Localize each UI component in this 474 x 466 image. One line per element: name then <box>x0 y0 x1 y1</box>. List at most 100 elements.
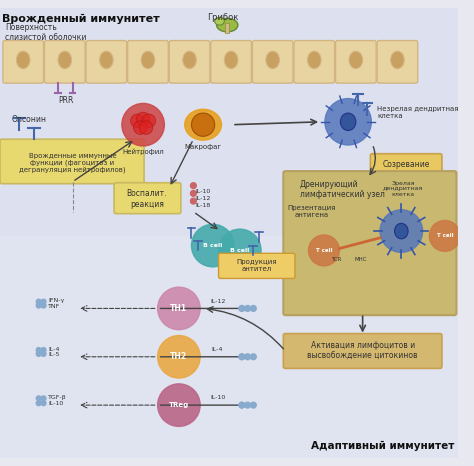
Text: Воспалит.
реакция: Воспалит. реакция <box>127 190 167 209</box>
Circle shape <box>41 396 46 401</box>
Text: IL-4
IL-5: IL-4 IL-5 <box>48 347 60 357</box>
Text: Незрелая дендритная
клетка: Незрелая дендритная клетка <box>377 106 459 119</box>
FancyBboxPatch shape <box>3 41 44 83</box>
Circle shape <box>191 113 215 136</box>
FancyBboxPatch shape <box>0 236 458 459</box>
Circle shape <box>250 306 256 311</box>
FancyBboxPatch shape <box>283 171 456 315</box>
Ellipse shape <box>185 109 221 140</box>
Text: T cell: T cell <box>316 248 332 253</box>
FancyBboxPatch shape <box>252 41 293 83</box>
Circle shape <box>41 299 46 304</box>
Text: IL-12: IL-12 <box>210 299 225 303</box>
Ellipse shape <box>215 17 224 25</box>
Circle shape <box>158 336 200 378</box>
Ellipse shape <box>308 51 321 69</box>
Circle shape <box>219 229 261 272</box>
Ellipse shape <box>17 51 30 69</box>
FancyBboxPatch shape <box>336 41 376 83</box>
Circle shape <box>309 235 339 266</box>
Circle shape <box>36 299 41 304</box>
Text: TCR: TCR <box>331 257 342 262</box>
Circle shape <box>41 401 46 405</box>
FancyBboxPatch shape <box>211 41 251 83</box>
Ellipse shape <box>183 51 196 69</box>
FancyBboxPatch shape <box>219 254 295 279</box>
FancyBboxPatch shape <box>114 183 181 213</box>
Text: IFN-γ
TNF: IFN-γ TNF <box>48 298 64 309</box>
Circle shape <box>429 220 460 251</box>
Circle shape <box>191 224 234 267</box>
Circle shape <box>122 103 164 146</box>
Ellipse shape <box>391 51 404 69</box>
Text: Продукция
антител: Продукция антител <box>236 260 276 273</box>
Text: T cell: T cell <box>437 233 453 239</box>
Text: Презентация
антигена: Презентация антигена <box>287 205 336 218</box>
Circle shape <box>325 99 371 145</box>
Circle shape <box>239 354 245 360</box>
Text: TH2: TH2 <box>170 352 187 361</box>
Circle shape <box>239 306 245 311</box>
Ellipse shape <box>141 51 155 69</box>
Text: Зрелая
дендритная
клетка: Зрелая дендритная клетка <box>383 181 423 197</box>
Text: Активация лимфоцитов и
высвобождение цитокинов: Активация лимфоцитов и высвобождение цит… <box>307 341 418 361</box>
Circle shape <box>191 191 196 196</box>
Circle shape <box>36 396 41 401</box>
Text: Макрофаг: Макрофаг <box>184 144 222 150</box>
FancyBboxPatch shape <box>294 41 335 83</box>
Text: Нейтрофил: Нейтрофил <box>122 149 164 155</box>
Text: Адаптивный иммунитет: Адаптивный иммунитет <box>311 440 455 451</box>
Circle shape <box>36 351 41 356</box>
Circle shape <box>158 384 200 426</box>
Text: Созревание: Созревание <box>383 160 430 169</box>
Text: Опсонин: Опсонин <box>11 115 46 124</box>
Circle shape <box>41 348 46 352</box>
FancyBboxPatch shape <box>377 41 418 83</box>
Text: Дренирующий
лимфатический узел: Дренирующий лимфатический узел <box>300 180 384 199</box>
Ellipse shape <box>217 18 238 32</box>
Text: IL-10
IL-12
IL-18: IL-10 IL-12 IL-18 <box>195 190 211 208</box>
Circle shape <box>158 287 200 330</box>
Circle shape <box>41 351 46 356</box>
Circle shape <box>239 402 245 408</box>
FancyBboxPatch shape <box>45 41 85 83</box>
Text: Врожденный иммунитет: Врожденный иммунитет <box>2 14 160 24</box>
FancyBboxPatch shape <box>370 154 442 175</box>
Ellipse shape <box>394 223 408 239</box>
Circle shape <box>250 402 256 408</box>
Circle shape <box>41 303 46 308</box>
FancyBboxPatch shape <box>169 41 210 83</box>
Text: IL-4: IL-4 <box>212 347 223 352</box>
Circle shape <box>36 401 41 405</box>
Ellipse shape <box>100 51 113 69</box>
Text: B cell: B cell <box>230 248 249 253</box>
Text: Врожденные иммунные
функции (фагоцитоз и
дегрануляция нейтрофилов): Врожденные иммунные функции (фагоцитоз и… <box>19 152 126 174</box>
Text: Грибок: Грибок <box>207 14 238 22</box>
FancyBboxPatch shape <box>86 41 127 83</box>
Text: B cell: B cell <box>203 243 222 248</box>
Ellipse shape <box>58 51 72 69</box>
Ellipse shape <box>349 51 363 69</box>
Circle shape <box>191 183 196 189</box>
Circle shape <box>142 114 155 128</box>
Circle shape <box>134 121 147 134</box>
Text: TReg: TReg <box>169 402 189 408</box>
Ellipse shape <box>266 51 280 69</box>
Circle shape <box>191 198 196 204</box>
Text: IL-10: IL-10 <box>210 395 225 400</box>
Circle shape <box>245 306 250 311</box>
FancyBboxPatch shape <box>0 139 144 184</box>
Ellipse shape <box>340 113 356 130</box>
FancyBboxPatch shape <box>0 7 458 236</box>
Ellipse shape <box>224 51 238 69</box>
Text: MHC: MHC <box>355 257 367 262</box>
Text: TGF-β
IL-10: TGF-β IL-10 <box>48 395 67 406</box>
Circle shape <box>137 112 150 126</box>
Text: Поверхность
слизистой оболочки: Поверхность слизистой оболочки <box>5 23 86 42</box>
Circle shape <box>36 348 41 352</box>
Circle shape <box>139 121 153 134</box>
Text: TH1: TH1 <box>170 304 187 313</box>
Circle shape <box>245 402 250 408</box>
Circle shape <box>130 114 144 128</box>
Circle shape <box>250 354 256 360</box>
